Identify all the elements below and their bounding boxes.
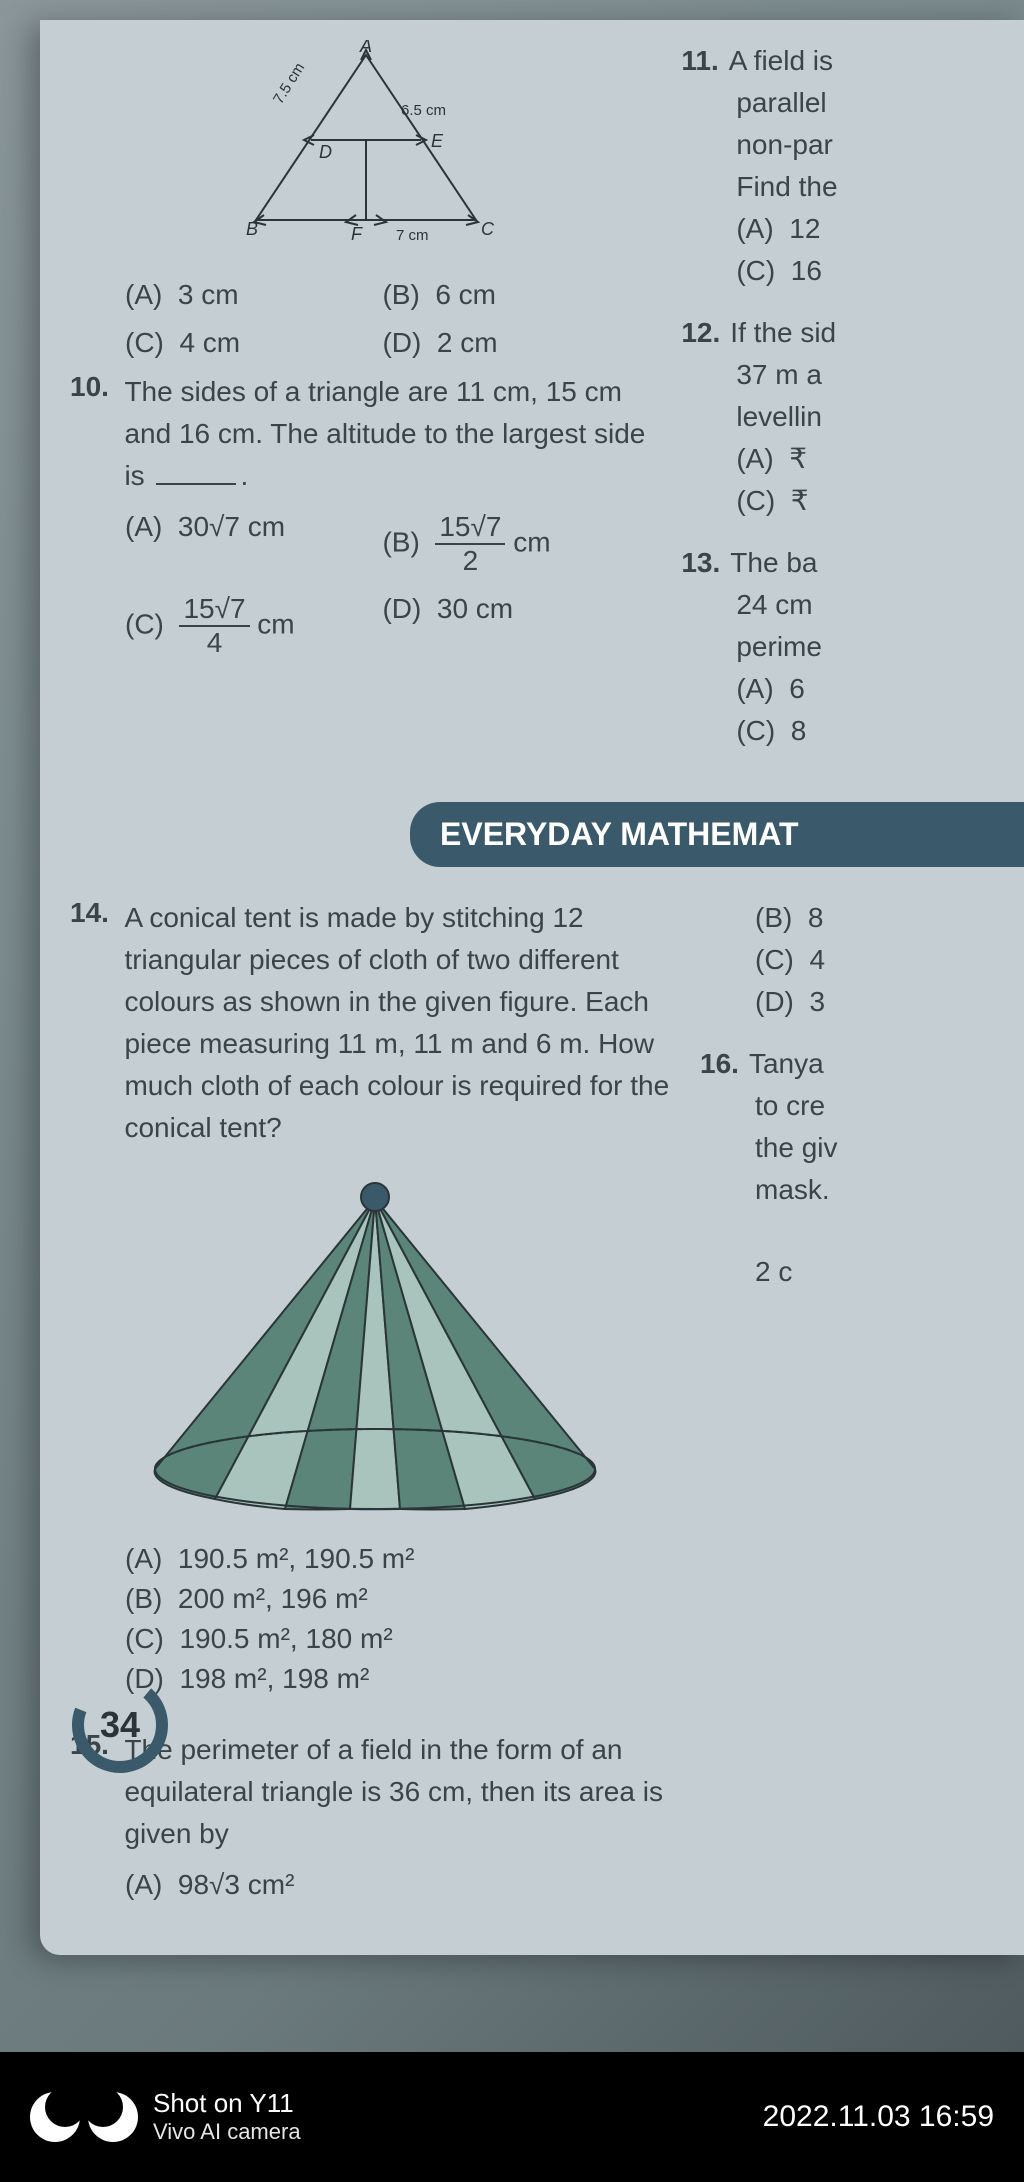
q10-opt-b: (B) 15√72 cm	[382, 507, 639, 581]
footer-left: Shot on Y11 Vivo AI camera	[30, 2088, 301, 2146]
svg-text:B: B	[246, 219, 258, 239]
q12-block: 12.If the sid 37 m a levellin (A) ₹ (C) …	[681, 312, 994, 522]
section-header: EVERYDAY MATHEMAT	[410, 802, 1024, 867]
page-content: A B C D E F 7.5 cm 6.5 cm 7 cm (A) 3 cm …	[40, 20, 1024, 1955]
q9-opt-b: (B) 6 cm	[382, 275, 639, 315]
q9-opt-d: (D) 2 cm	[382, 323, 639, 363]
q14-opt-c: (C) 190.5 m², 180 m²	[125, 1619, 680, 1659]
q10-opt-d: (D) 30 cm	[382, 589, 639, 663]
q9-opt-c: (C) 4 cm	[125, 323, 382, 363]
top-columns: A B C D E F 7.5 cm 6.5 cm 7 cm (A) 3 cm …	[70, 40, 994, 772]
q14-opt-a: (A) 190.5 m², 190.5 m²	[125, 1539, 680, 1579]
right-column: 11.A field is parallel non-par Find the …	[681, 40, 994, 772]
q9-opt-a: (A) 3 cm	[125, 275, 382, 315]
q14-right-options: (B) 8 (C) 4 (D) 3	[700, 897, 994, 1023]
svg-text:A: A	[359, 40, 372, 56]
moon-icon-1	[30, 2092, 80, 2142]
label-fc: 7 cm	[396, 227, 429, 244]
footer-text: Shot on Y11 Vivo AI camera	[153, 2088, 301, 2146]
q10-block: 10. The sides of a triangle are 11 cm, 1…	[70, 371, 661, 663]
label-ad: 7.5 cm	[270, 60, 308, 107]
triangle-diagram: A B C D E F 7.5 cm 6.5 cm 7 cm	[196, 40, 536, 260]
q15-opt-a: (A) 98√3 cm²	[125, 1865, 680, 1905]
q16-block: 16.Tanya to cre the giv mask. 2 c	[700, 1043, 994, 1293]
label-ae: 6.5 cm	[401, 102, 446, 119]
svg-text:C: C	[481, 219, 495, 239]
footer-line1: Shot on Y11	[153, 2088, 301, 2119]
q14-opt-b: (B) 200 m², 196 m²	[125, 1579, 680, 1619]
cone-diagram	[125, 1169, 625, 1519]
footer-line2: Vivo AI camera	[153, 2119, 301, 2145]
q14-opt-d: (D) 198 m², 198 m²	[125, 1659, 680, 1699]
q10-opt-a: (A) 30√7 cm	[125, 507, 382, 581]
left-column: A B C D E F 7.5 cm 6.5 cm 7 cm (A) 3 cm …	[70, 40, 661, 772]
q14-block: 14. A conical tent is made by stitching …	[70, 897, 680, 1699]
q10-opt-c: (C) 15√74 cm	[125, 589, 382, 663]
footer-icons	[30, 2092, 138, 2142]
q14-text: A conical tent is made by stitching 12 t…	[124, 897, 679, 1149]
q10-num: 10.	[70, 371, 120, 403]
q14-columns: 14. A conical tent is made by stitching …	[70, 897, 994, 1935]
moon-icon-2	[88, 2092, 138, 2142]
svg-text:D: D	[319, 142, 332, 162]
q15-text: The perimeter of a field in the form of …	[124, 1729, 679, 1855]
footer-bar: Shot on Y11 Vivo AI camera 2022.11.03 16…	[0, 2052, 1024, 2182]
q9-options: (A) 3 cm (B) 6 cm (C) 4 cm (D) 2 cm	[125, 275, 661, 363]
q14-num: 14.	[70, 897, 120, 929]
footer-timestamp: 2022.11.03 16:59	[763, 2100, 994, 2134]
q14-right-column: (B) 8 (C) 4 (D) 3 16.Tanya to cre the gi…	[700, 897, 994, 1935]
page-number-badge: 34	[70, 1675, 170, 1775]
q11-block: 11.A field is parallel non-par Find the …	[681, 40, 994, 292]
q10-text: The sides of a triangle are 11 cm, 15 cm…	[124, 371, 660, 497]
svg-text:F: F	[351, 224, 363, 244]
page-number: 34	[100, 1704, 140, 1745]
svg-text:E: E	[431, 131, 444, 151]
q13-block: 13.The ba 24 cm perime (A) 6 (C) 8	[681, 542, 994, 752]
